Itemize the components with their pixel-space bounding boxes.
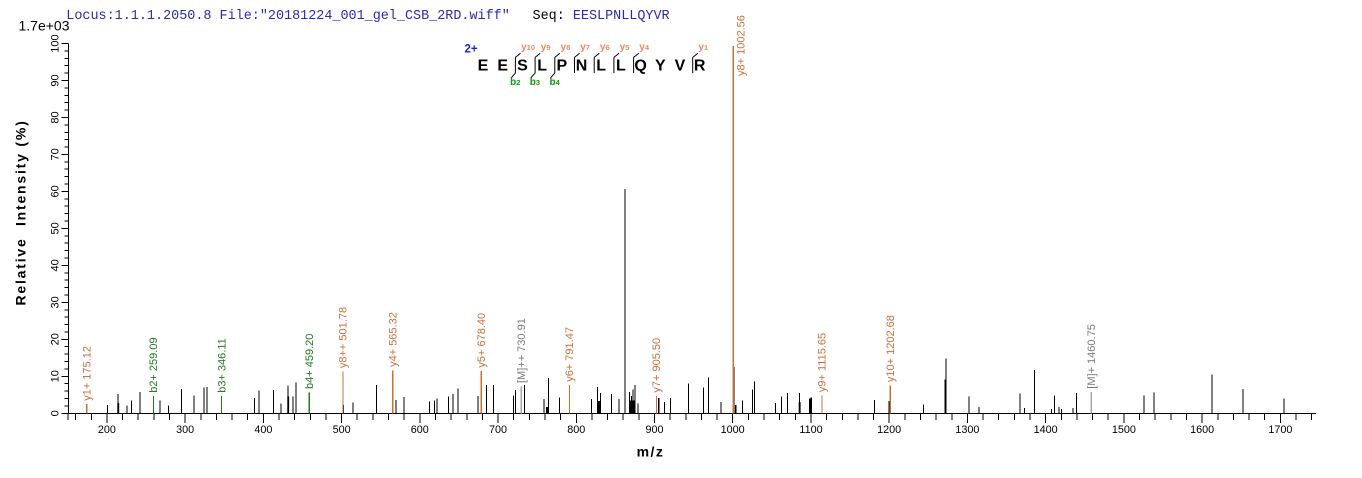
svg-text:L: L (537, 58, 547, 75)
svg-text:50: 50 (50, 222, 62, 234)
svg-text:Locus:1.1.1.2050.8 File:"20181: Locus:1.1.1.2050.8 File:"20181224_001_ge… (66, 9, 510, 24)
svg-text:1400: 1400 (1034, 424, 1058, 436)
svg-text:E: E (478, 58, 489, 75)
svg-text:Relative Intensity (%): Relative Intensity (%) (13, 119, 29, 305)
svg-text:300: 300 (176, 424, 194, 436)
svg-text:1700: 1700 (1268, 424, 1292, 436)
svg-text:1200: 1200 (877, 424, 901, 436)
svg-text:S: S (517, 58, 528, 75)
svg-text:y9+ 1115.65: y9+ 1115.65 (817, 333, 829, 392)
svg-text:1.7e+03: 1.7e+03 (19, 17, 70, 33)
svg-text:y10+ 1202.68: y10+ 1202.68 (885, 315, 897, 382)
svg-text:y10: y10 (521, 42, 535, 53)
svg-text:b3: b3 (530, 77, 540, 88)
svg-text:900: 900 (645, 424, 663, 436)
svg-text:[M]+ 1460.75: [M]+ 1460.75 (1086, 324, 1098, 389)
svg-text:600: 600 (411, 424, 429, 436)
svg-text:80: 80 (50, 111, 62, 123)
svg-text:0: 0 (50, 410, 62, 416)
svg-text:y7+ 905.50: y7+ 905.50 (651, 338, 663, 393)
svg-text:y4+ 565.32: y4+ 565.32 (387, 312, 399, 367)
svg-text:V: V (675, 58, 686, 75)
svg-text:[M]++ 730.91: [M]++ 730.91 (516, 318, 528, 383)
svg-text:b3+ 346.11: b3+ 346.11 (216, 338, 228, 393)
svg-text:1300: 1300 (955, 424, 979, 436)
svg-text:b4+ 459.20: b4+ 459.20 (304, 334, 316, 389)
svg-text:1000: 1000 (721, 424, 745, 436)
svg-text:y6+ 791.47: y6+ 791.47 (564, 327, 576, 382)
svg-text:500: 500 (333, 424, 351, 436)
svg-text:1500: 1500 (1112, 424, 1136, 436)
svg-text:40: 40 (50, 259, 62, 271)
svg-text:700: 700 (489, 424, 507, 436)
svg-text:400: 400 (254, 424, 272, 436)
svg-text:2+: 2+ (465, 44, 478, 56)
svg-text:800: 800 (567, 424, 585, 436)
svg-text:y7: y7 (580, 42, 590, 53)
svg-text:y5: y5 (620, 42, 630, 53)
svg-text:200: 200 (98, 424, 116, 436)
svg-text:Y: Y (655, 58, 666, 75)
svg-text:b2: b2 (510, 77, 520, 88)
svg-text:1100: 1100 (799, 424, 822, 436)
svg-text:b2+ 259.09: b2+ 259.09 (148, 337, 160, 392)
svg-text:90: 90 (50, 74, 62, 86)
svg-text:L: L (616, 58, 626, 75)
svg-text:60: 60 (50, 185, 62, 197)
svg-text:y6: y6 (600, 42, 610, 53)
svg-text:y1: y1 (698, 42, 708, 53)
svg-text:20: 20 (50, 333, 62, 345)
svg-text:Q: Q (634, 58, 646, 75)
svg-text:P: P (556, 58, 567, 75)
svg-text:1600: 1600 (1190, 424, 1214, 436)
svg-text:100: 100 (50, 34, 62, 52)
svg-text:y8++ 501.78: y8++ 501.78 (338, 307, 350, 368)
svg-text:y5+ 678.40: y5+ 678.40 (476, 313, 488, 368)
svg-text:m/z: m/z (637, 444, 665, 460)
svg-text:b4: b4 (550, 77, 561, 88)
svg-text:y4: y4 (639, 42, 650, 53)
svg-text:L: L (596, 58, 606, 75)
svg-text:70: 70 (50, 148, 62, 160)
svg-text:E: E (497, 58, 508, 75)
svg-text:N: N (576, 58, 588, 75)
svg-text:y9: y9 (541, 42, 551, 53)
svg-text:y8: y8 (561, 42, 571, 53)
svg-text:Seq: EESLPNLLQYVR: Seq: EESLPNLLQYVR (533, 9, 670, 24)
svg-text:10: 10 (50, 370, 62, 382)
svg-text:y8+ 1002.56: y8+ 1002.56 (736, 15, 748, 76)
svg-text:y1+ 175.12: y1+ 175.12 (81, 346, 93, 401)
svg-text:30: 30 (50, 296, 62, 308)
svg-text:R: R (694, 58, 706, 75)
